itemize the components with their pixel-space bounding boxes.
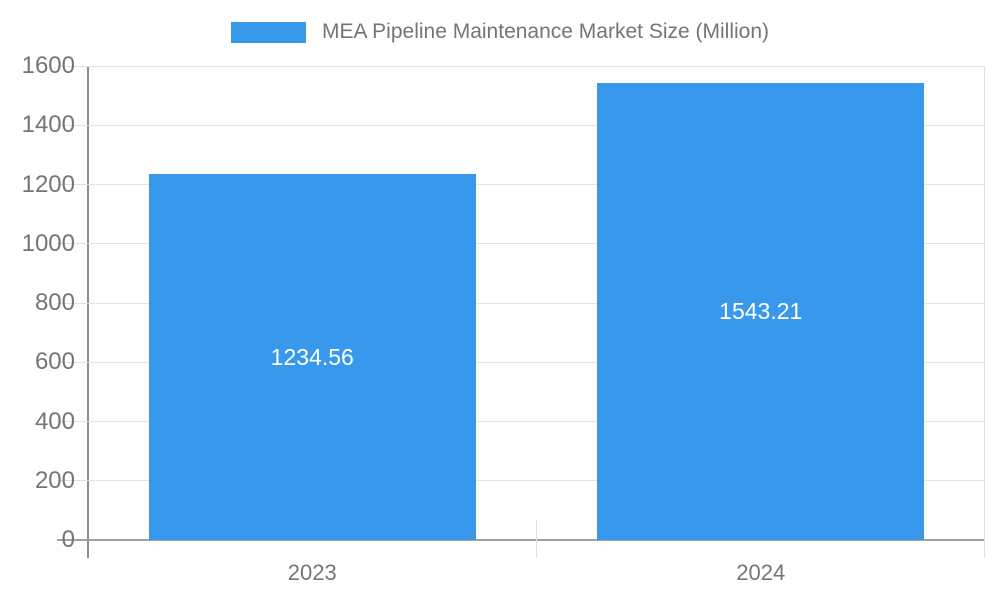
y-axis-tick-1200 (57, 184, 88, 185)
y-axis-label: 800 (34, 289, 75, 316)
x-axis-label: 2023 (287, 560, 337, 585)
plot-area: 0 200 400 600 800 1000 1200 1400 1600 1234.56 2023… (22, 52, 985, 585)
chart-legend[interactable]: MEA Pipeline Maintenance Market Size (Mi… (0, 20, 1000, 44)
x-axis-line (57, 539, 985, 541)
gridline-1400 (88, 124, 985, 126)
x-axis-label: 2024 (736, 560, 786, 585)
y-axis-label: 200 (34, 466, 75, 494)
y-axis-tick-400 (57, 421, 88, 422)
category-divider-tick (536, 520, 537, 558)
y-axis-label: 600 (34, 348, 75, 376)
legend-swatch (230, 21, 306, 43)
y-axis-label: 1000 (21, 229, 75, 257)
gridline-800 (88, 302, 985, 304)
gridline-1200 (88, 184, 985, 185)
y-axis-tick-200 (57, 480, 88, 482)
gridline-200 (88, 480, 985, 482)
y-axis-tick-600 (57, 361, 88, 363)
y-axis-label: 0 (61, 526, 75, 553)
bar-value-label: 1543.21 (719, 297, 803, 324)
y-axis-line (87, 66, 89, 558)
bar-2023[interactable]: 1234.56 (148, 174, 476, 540)
y-axis-tick-1000 (57, 243, 88, 245)
gridline-1000 (88, 243, 985, 245)
gridline-400 (88, 421, 985, 422)
legend-label: MEA Pipeline Maintenance Market Size (Mi… (321, 20, 770, 43)
y-axis-label: 1200 (21, 170, 75, 198)
gridline-600 (88, 361, 985, 363)
y-axis-label: 1600 (21, 52, 75, 79)
gridline-1600 (88, 65, 985, 67)
y-axis-tick-800 (57, 302, 88, 304)
bar-value-label: 1234.56 (270, 343, 354, 370)
y-axis-label: 1400 (21, 111, 75, 139)
y-axis-tick-1400 (57, 124, 88, 126)
plot-right-border (984, 66, 985, 558)
y-axis-label: 400 (34, 407, 75, 435)
bar-2024[interactable]: 1543.21 (597, 82, 925, 540)
y-axis-tick-1600 (57, 65, 88, 67)
